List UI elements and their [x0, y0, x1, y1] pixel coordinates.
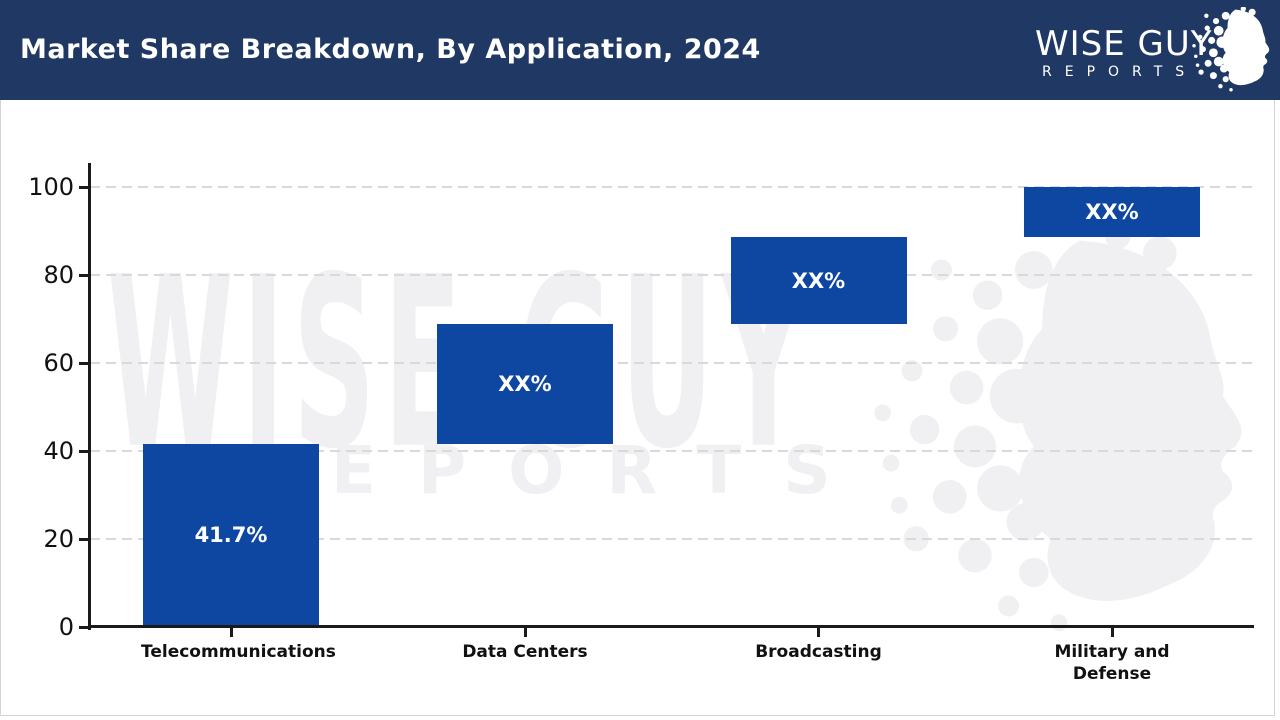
- bar: XX%: [437, 324, 613, 444]
- x-axis-line: [87, 625, 1254, 628]
- y-tick-mark: [79, 185, 88, 189]
- y-tick-mark: [79, 625, 88, 629]
- bar: 41.7%: [143, 443, 319, 627]
- logo-face-icon: [1192, 7, 1270, 92]
- gridline: [90, 362, 1254, 364]
- bar: XX%: [730, 237, 907, 325]
- y-tick-label: 80: [43, 261, 74, 289]
- y-axis-line: [87, 163, 91, 630]
- x-tick-mark: [817, 628, 820, 637]
- x-tick-mark: [1110, 628, 1114, 637]
- y-tick-label: 20: [43, 525, 74, 553]
- y-tick-mark: [79, 273, 88, 277]
- chart-area: WISE GUY REPORTS 0 20 40 60 80 100 41.7% Teleco…: [0, 100, 1275, 716]
- bar-value-label: XX%: [791, 268, 846, 293]
- logo-subtext: REPORTS: [1042, 64, 1198, 80]
- y-tick-mark: [79, 361, 88, 365]
- gridline: [90, 538, 1254, 540]
- bar-value-label: 41.7%: [194, 523, 268, 548]
- y-tick-label: 0: [58, 613, 74, 641]
- y-tick-mark: [79, 537, 88, 541]
- x-tick-mark: [523, 628, 527, 637]
- y-tick-label: 60: [43, 349, 74, 377]
- wise-guy-logo: WISE GUY REPORTS: [990, 0, 1280, 100]
- bar: XX%: [1024, 187, 1200, 238]
- gridline: [90, 274, 1254, 276]
- watermark-face-icon: [874, 228, 1242, 632]
- x-category-label: Broadcasting: [755, 642, 882, 662]
- bar-value-label: XX%: [498, 371, 552, 396]
- y-tick-label: 100: [28, 173, 74, 201]
- x-category-label: Telecommunications: [141, 642, 336, 662]
- x-tick-mark: [229, 628, 233, 637]
- gridline: [90, 450, 1254, 452]
- gridline: [90, 186, 1254, 188]
- y-tick-mark: [79, 449, 88, 453]
- logo-wordmark: WISE GUY: [1035, 24, 1213, 64]
- bar-value-label: XX%: [1085, 200, 1139, 225]
- x-category-label: Data Centers: [462, 642, 588, 662]
- page-title: Market Share Breakdown, By Application, …: [20, 34, 761, 65]
- x-category-label: Military and Defense: [1054, 642, 1170, 685]
- header-bar: Market Share Breakdown, By Application, …: [0, 0, 1280, 100]
- watermark-subtext: REPORTS: [238, 432, 873, 509]
- y-tick-label: 40: [43, 437, 74, 465]
